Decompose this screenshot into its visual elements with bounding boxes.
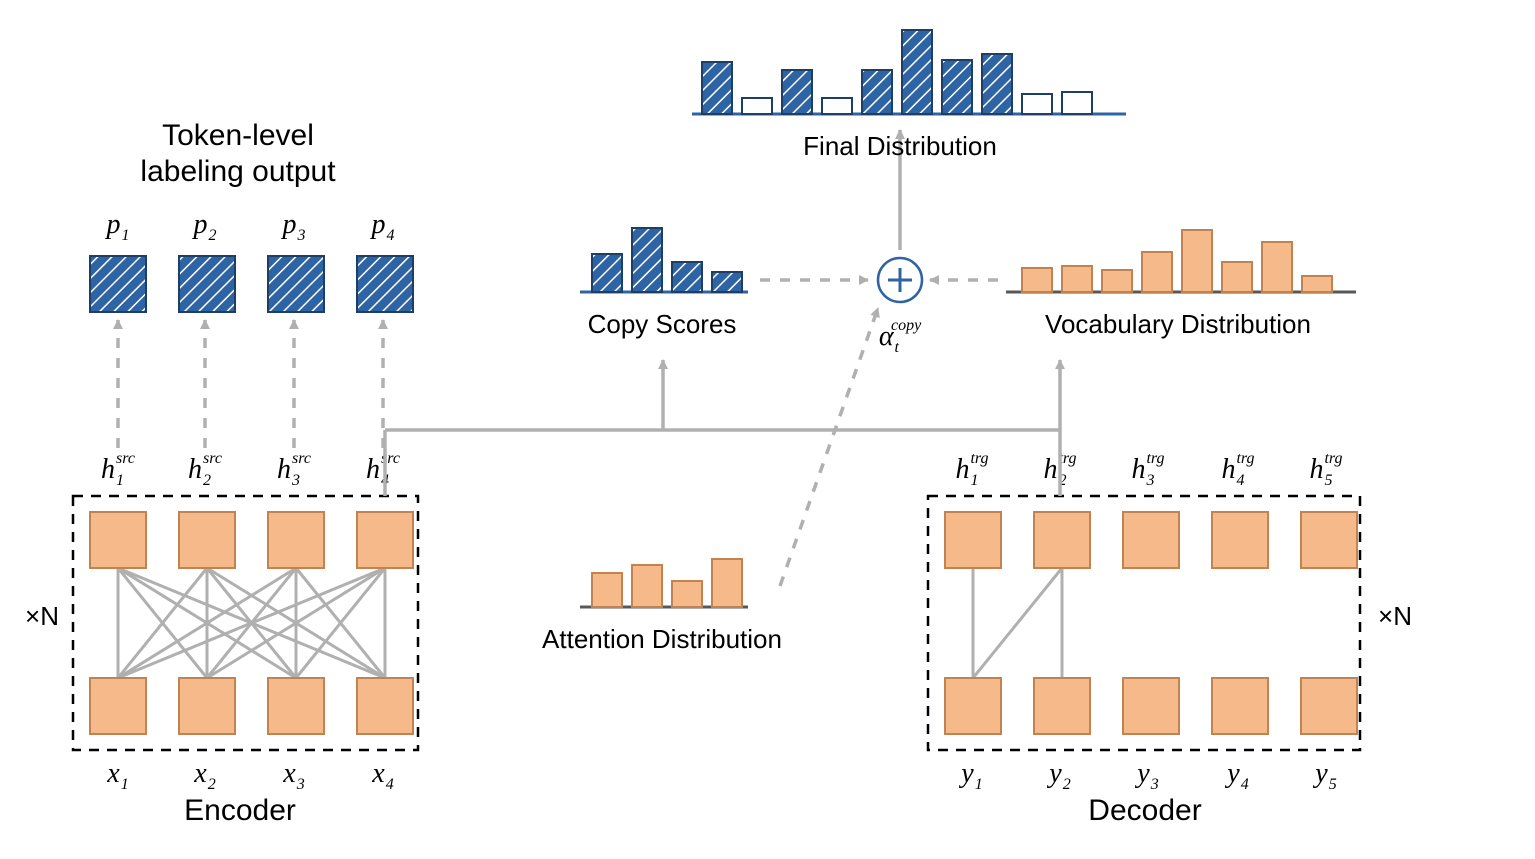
svg-text:y3: y3 — [1134, 758, 1158, 793]
svg-text:x2: x2 — [193, 758, 215, 793]
svg-text:h1src: h1src — [101, 450, 135, 489]
svg-text:h3trg: h3trg — [1131, 450, 1164, 489]
svg-text:p2: p2 — [192, 209, 217, 244]
svg-text:Decoder: Decoder — [1088, 794, 1201, 827]
svg-text:h5trg: h5trg — [1309, 450, 1342, 489]
svg-text:Copy Scores: Copy Scores — [588, 309, 737, 339]
svg-text:y4: y4 — [1224, 758, 1248, 793]
svg-text:p4: p4 — [370, 209, 395, 244]
svg-text:Encoder: Encoder — [184, 794, 296, 827]
svg-text:Final Distribution: Final Distribution — [803, 131, 997, 161]
svg-text:Vocabulary Distribution: Vocabulary Distribution — [1045, 309, 1311, 339]
svg-text:αtcopy: αtcopy — [879, 317, 922, 356]
svg-text:Attention Distribution: Attention Distribution — [542, 624, 782, 654]
svg-text:h4src: h4src — [366, 450, 400, 489]
svg-text:y1: y1 — [958, 758, 982, 793]
svg-text:h3src: h3src — [277, 450, 311, 489]
svg-text:x1: x1 — [106, 758, 128, 793]
svg-text:p1: p1 — [105, 209, 130, 244]
svg-text:Token-level: Token-level — [162, 119, 314, 152]
svg-text:×N: ×N — [25, 601, 59, 631]
svg-text:p3: p3 — [281, 209, 306, 244]
svg-text:×N: ×N — [1378, 601, 1412, 631]
svg-text:x4: x4 — [371, 758, 393, 793]
svg-text:y2: y2 — [1046, 758, 1070, 793]
svg-text:h1trg: h1trg — [955, 450, 988, 489]
svg-text:x3: x3 — [282, 758, 304, 793]
svg-text:y5: y5 — [1312, 758, 1336, 793]
svg-text:labeling output: labeling output — [140, 155, 336, 188]
svg-text:h2src: h2src — [188, 450, 222, 489]
svg-text:h4trg: h4trg — [1221, 450, 1254, 489]
